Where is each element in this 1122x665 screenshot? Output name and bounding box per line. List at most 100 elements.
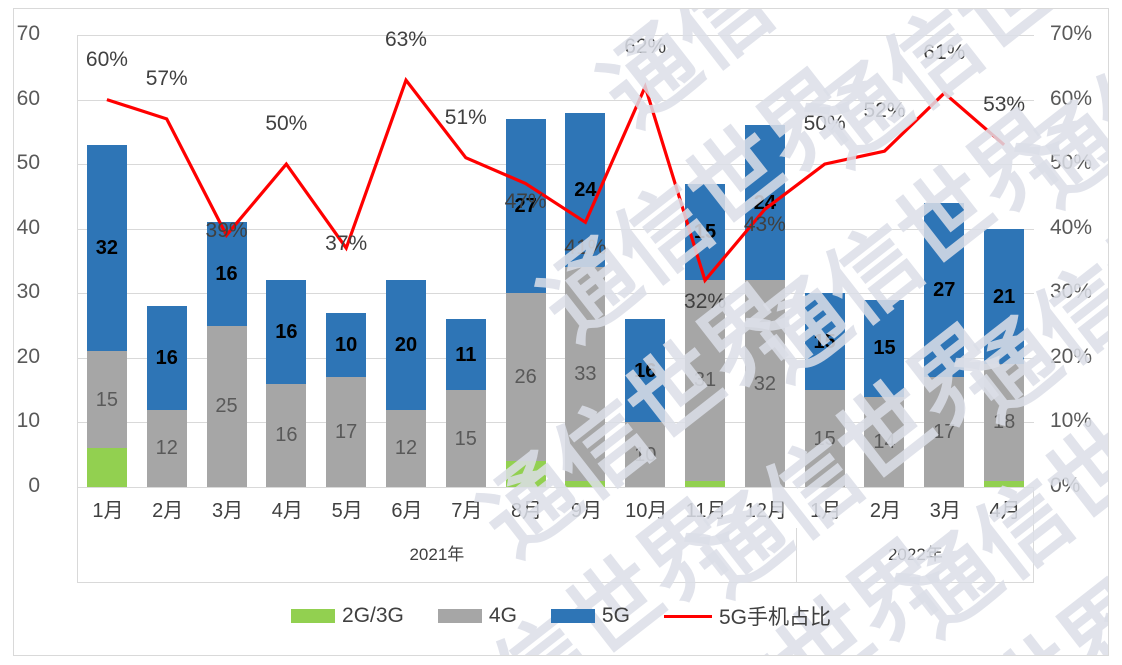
- bar-segment-5g: [445, 319, 486, 391]
- bar-data-label: 15: [813, 330, 836, 353]
- bar-data-label: 26: [514, 366, 537, 389]
- category-tick-label: 3月: [211, 500, 244, 522]
- bar-segment-4g: [984, 364, 1025, 481]
- line-data-label: 50%: [265, 112, 308, 136]
- bar-segment-4g: [86, 351, 127, 449]
- legend-swatch-icon: [550, 609, 595, 623]
- category-tick-label: 1月: [810, 500, 842, 522]
- category-tick-label: 11月: [685, 500, 727, 522]
- bar-segment-4g: [744, 280, 785, 487]
- bar-segment-5g: [146, 306, 187, 410]
- bar-data-label: 17: [335, 421, 358, 444]
- category-tick-label: 1月: [92, 500, 124, 522]
- bar-segment-2g-3g: [565, 480, 606, 487]
- category-tick-label: 6月: [391, 500, 423, 522]
- bar-segment-4g: [445, 390, 486, 487]
- bar-data-label: 10: [335, 333, 358, 356]
- gridline: [77, 422, 1034, 424]
- y-axis-tick-right: 20%: [1050, 344, 1093, 368]
- bar-segment-4g: [685, 280, 726, 481]
- bar-segment-2g-3g: [984, 480, 1025, 487]
- legend-swatch-icon: [437, 609, 482, 623]
- bar-group: 31 15: [685, 35, 726, 487]
- bar-data-label: 15: [873, 337, 896, 360]
- bar-segment-4g: [864, 396, 905, 487]
- value-axis-line: [77, 35, 78, 487]
- bar-data-label: 18: [992, 411, 1016, 434]
- y-axis-tick-left: 30: [16, 280, 40, 304]
- line-data-label: 43%: [743, 213, 786, 237]
- bar-data-label: 12: [155, 437, 178, 460]
- y-axis-tick-left: 0: [28, 474, 40, 497]
- line-data-label: 57%: [145, 66, 188, 90]
- bar-segment-5g: [266, 280, 307, 384]
- legend-item-4g[interactable]: 4G: [437, 604, 517, 628]
- y-axis-tick-right: 30%: [1050, 280, 1093, 304]
- bar-data-label: 15: [454, 427, 477, 450]
- bar-data-label: 16: [155, 346, 178, 369]
- bar-data-label: 14: [873, 430, 896, 453]
- category-tick-label: 5月: [331, 500, 363, 522]
- bar-group: 33 24: [565, 35, 606, 487]
- bar-data-label: 16: [634, 359, 657, 382]
- bar-data-label: 32: [95, 237, 119, 260]
- category-tick-label: 9月: [570, 500, 602, 522]
- legend-label: 5G: [601, 604, 630, 627]
- bar-segment-4g: [804, 390, 845, 487]
- y-axis-tick-right: 40%: [1050, 215, 1093, 239]
- category-tick-label: 4月: [271, 500, 303, 522]
- y-axis-tick-left: 20: [16, 344, 40, 368]
- bar-group: 15 15: [804, 35, 845, 487]
- line-data-label: 50%: [803, 112, 846, 136]
- line-data-label: 39%: [205, 219, 248, 243]
- bar-data-label: 32: [753, 372, 776, 395]
- legend-item-5g-[interactable]: 5G手机占比: [663, 601, 831, 631]
- bar-group: 12 20: [385, 35, 426, 487]
- bar-segment-4g: [385, 409, 426, 487]
- line-data-label: 52%: [863, 99, 906, 123]
- y-axis-tick-right: 60%: [1050, 86, 1093, 110]
- bar-data-label: 20: [394, 333, 418, 356]
- legend-label: 4G: [488, 604, 517, 627]
- bar-data-label: 15: [813, 427, 836, 450]
- legend-item-2g-3g[interactable]: 2G/3G: [291, 604, 404, 628]
- bar-group: 14 15: [864, 35, 905, 487]
- bar-segment-4g: [565, 267, 606, 481]
- bar-data-label: 16: [275, 424, 298, 447]
- bar-segment-4g: [326, 377, 367, 487]
- y-axis-tick-right: 0%: [1050, 474, 1081, 497]
- y-axis-tick-right: 70%: [1050, 22, 1093, 45]
- legend-item-5g[interactable]: 5G: [550, 604, 630, 628]
- bar-data-label: 21: [992, 285, 1016, 308]
- line-data-label: 60%: [85, 47, 128, 71]
- bar-segment-2g-3g: [685, 480, 726, 487]
- bar-group: 26 27: [505, 35, 546, 487]
- bar-data-label: 10: [634, 443, 657, 466]
- line-data-label: 53%: [983, 92, 1026, 116]
- bar-data-label: 12: [394, 437, 418, 460]
- bar-data-label: 24: [574, 178, 597, 201]
- year-group-divider: [795, 528, 797, 583]
- line-data-label: 37%: [325, 232, 368, 256]
- bar-data-label: 31: [693, 369, 717, 392]
- category-tick-label: 2月: [869, 500, 902, 522]
- bar-segment-4g: [625, 422, 666, 487]
- y-axis-tick-right: 50%: [1050, 151, 1093, 175]
- bar-group: 10 16: [625, 35, 666, 487]
- line-data-label: 62%: [624, 34, 667, 58]
- bar-segment-5g: [326, 312, 367, 378]
- bar-group: 15 11: [445, 35, 486, 487]
- bar-group: 12 16: [146, 35, 187, 487]
- bar-segment-2g-3g: [86, 448, 127, 487]
- bar-data-label: 24: [753, 191, 776, 214]
- category-tick-label: 8月: [511, 500, 543, 522]
- bar-segment-4g: [505, 293, 546, 462]
- y-axis-tick-right: 10%: [1050, 409, 1093, 433]
- line-data-label: 51%: [444, 105, 487, 129]
- watermark-text: 通信世界: [1064, 9, 1108, 10]
- category-tick-label: 10月: [625, 500, 668, 522]
- category-tick-label: 7月: [451, 500, 483, 522]
- year-group-label: 2021年: [409, 545, 465, 564]
- y-axis-tick-left: 40: [16, 215, 40, 239]
- plot-area: 15 32 12 16 25 16 16 16 17 10 12 20 15 11 26 27 33 24 10 16…: [77, 28, 1034, 488]
